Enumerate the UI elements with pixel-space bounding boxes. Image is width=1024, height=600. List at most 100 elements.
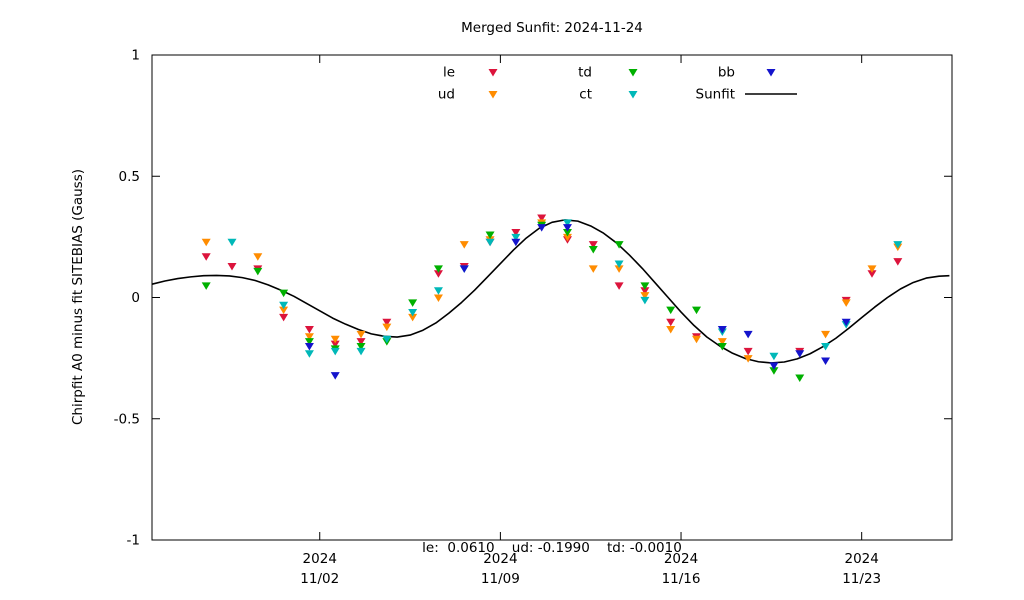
- data-point-marker: [666, 318, 676, 327]
- data-point-marker: [330, 340, 340, 349]
- data-point-marker: [227, 262, 237, 271]
- data-point-marker: [279, 306, 289, 315]
- data-point-marker: [562, 233, 572, 242]
- data-point-marker: [356, 338, 366, 346]
- tick-label: -1: [127, 533, 140, 549]
- series-bb-points: [304, 224, 851, 380]
- data-point-marker: [201, 238, 211, 247]
- legend-label-td: td: [578, 65, 592, 81]
- data-point-marker: [356, 330, 366, 339]
- data-point-marker: [408, 309, 418, 317]
- tick-label: 2024: [664, 551, 698, 567]
- data-point-marker: [201, 253, 211, 261]
- data-point-marker: [743, 355, 753, 363]
- data-point-marker: [279, 313, 289, 322]
- data-point-marker: [304, 333, 314, 341]
- data-point-marker: [821, 330, 831, 339]
- data-point-marker: [511, 229, 521, 237]
- data-point-marker: [769, 362, 779, 370]
- legend: le td bb ud ct Sunfit: [438, 65, 797, 103]
- data-point-marker: [640, 292, 650, 300]
- data-point-marker: [511, 233, 521, 242]
- data-point-marker: [692, 306, 702, 315]
- data-point-marker: [304, 326, 314, 334]
- data-point-marker: [382, 323, 392, 332]
- data-point-marker: [821, 343, 831, 351]
- data-point-marker: [588, 246, 598, 254]
- data-point-marker: [562, 229, 572, 237]
- data-point-marker: [692, 335, 702, 344]
- data-point-marker: [614, 265, 624, 273]
- tick-label: 1: [131, 48, 140, 64]
- data-point-marker: [614, 241, 624, 249]
- legend-label-ct: ct: [579, 87, 592, 103]
- data-point-marker: [893, 241, 903, 249]
- data-point-marker: [743, 330, 753, 339]
- tick-label: 2024: [844, 551, 878, 567]
- data-point-marker: [201, 282, 211, 290]
- data-point-marker: [304, 343, 314, 351]
- data-point-marker: [717, 343, 727, 351]
- data-point-marker: [588, 241, 598, 249]
- plot-border: [151, 54, 953, 541]
- data-point-marker: [743, 347, 753, 356]
- data-point-marker: [562, 219, 572, 227]
- tick-label: 11/16: [662, 571, 701, 587]
- data-point-marker: [330, 335, 340, 344]
- data-point-marker: [867, 270, 877, 278]
- data-point-marker: [867, 265, 877, 273]
- data-point-marker: [304, 350, 314, 358]
- data-point-marker: [821, 357, 831, 366]
- data-point-marker: [769, 367, 779, 375]
- sunfit-line: [151, 219, 950, 364]
- data-point-marker: [279, 289, 289, 298]
- data-point-marker: [511, 238, 521, 247]
- data-point-marker: [459, 265, 469, 273]
- data-point-marker: [795, 374, 805, 383]
- data-point-marker: [562, 224, 572, 232]
- data-point-marker: [893, 258, 903, 266]
- data-point-marker: [488, 69, 498, 77]
- chart-title: Merged Sunfit: 2024-11-24: [461, 20, 643, 36]
- data-point-marker: [433, 287, 443, 295]
- data-point-marker: [841, 318, 851, 327]
- data-point-marker: [253, 253, 263, 261]
- data-point-marker: [614, 260, 624, 269]
- tick-label: 11/02: [300, 571, 339, 587]
- tick-label: -0.5: [114, 411, 140, 427]
- data-point-marker: [459, 241, 469, 249]
- data-point-marker: [769, 352, 779, 361]
- fit-statistics: le: 0.0610 ud: -0.1990 td: -0.0010 ct: -…: [152, 483, 952, 600]
- data-point-marker: [488, 91, 498, 99]
- data-point-marker: [485, 238, 495, 247]
- data-point-marker: [795, 350, 805, 358]
- data-point-marker: [485, 231, 495, 239]
- data-point-marker: [640, 282, 650, 290]
- tick-label: 11/23: [842, 571, 881, 587]
- data-point-marker: [537, 214, 547, 222]
- series-ud-points: [201, 219, 903, 363]
- data-point-marker: [279, 301, 289, 310]
- tick-label: 0: [131, 290, 140, 306]
- fit-curve-sunfit: [151, 219, 950, 364]
- data-point-marker: [666, 306, 676, 315]
- data-point-marker: [433, 270, 443, 278]
- data-point-marker: [304, 338, 314, 346]
- data-point-marker: [628, 91, 638, 99]
- data-point-marker: [666, 326, 676, 334]
- data-point-marker: [330, 372, 340, 380]
- data-point-marker: [841, 299, 851, 307]
- legend-label-bb: bb: [718, 65, 735, 81]
- data-point-marker: [433, 265, 443, 273]
- data-point-marker: [408, 313, 418, 322]
- data-point-marker: [717, 326, 727, 334]
- data-point-marker: [766, 69, 776, 77]
- data-point-marker: [433, 294, 443, 302]
- tick-label: 2024: [483, 551, 517, 567]
- data-point-marker: [628, 69, 638, 77]
- legend-label-le: le: [443, 65, 455, 81]
- data-point-marker: [588, 265, 598, 273]
- data-point-marker: [408, 299, 418, 307]
